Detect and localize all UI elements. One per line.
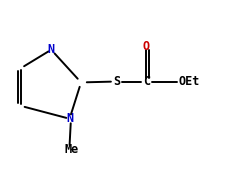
Text: C: C xyxy=(143,75,150,88)
Text: O: O xyxy=(143,40,150,53)
Text: N: N xyxy=(66,112,73,125)
Text: N: N xyxy=(48,43,55,56)
Text: Me: Me xyxy=(65,143,79,156)
Text: OEt: OEt xyxy=(179,75,200,88)
Text: S: S xyxy=(113,75,120,88)
